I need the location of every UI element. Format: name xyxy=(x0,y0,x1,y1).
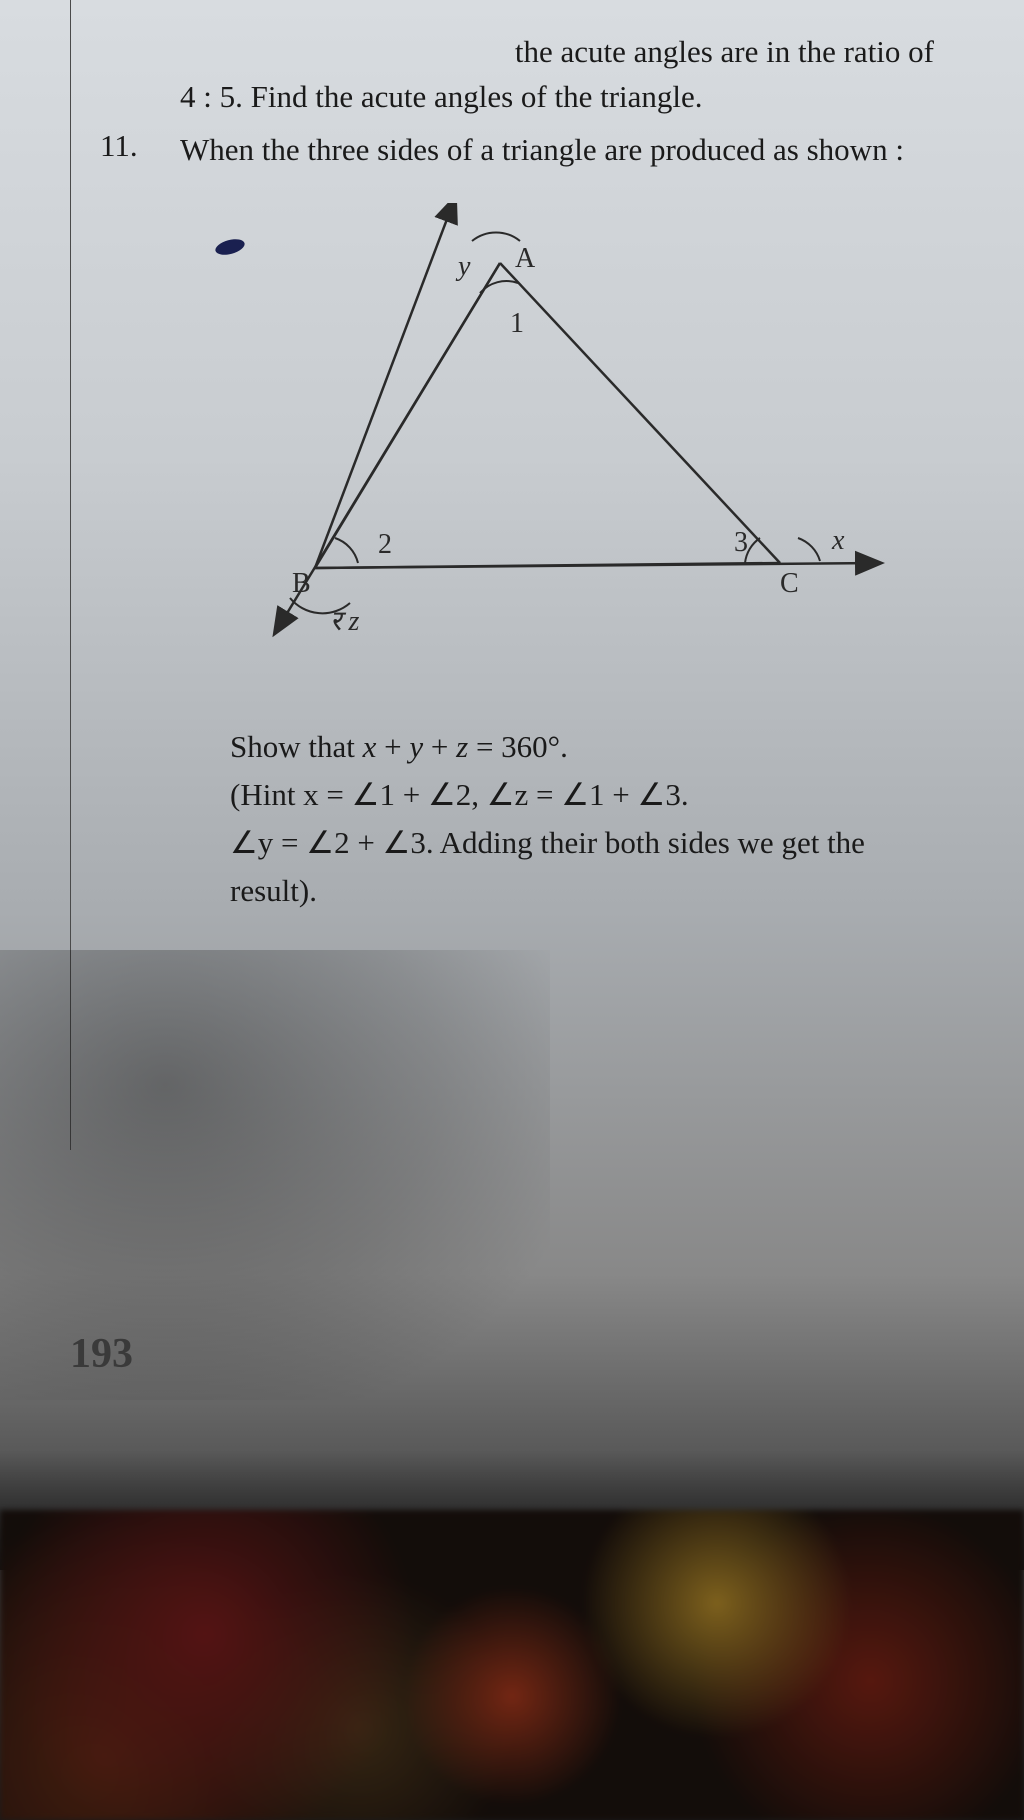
angle-3-label: 3 xyxy=(734,527,748,559)
proof-line3: ∠y = ∠2 + ∠3. Adding their both sides we… xyxy=(230,819,944,867)
problem-10-fragment: the acute angles are in the ratio of 4 :… xyxy=(100,30,944,120)
proof-line1: Show that x + y + z = 360°. xyxy=(230,723,944,771)
proof-text: Show that x + y + z = 360°. (Hint x = ∠1… xyxy=(100,723,944,915)
problem-11-text: When the three sides of a triangle are p… xyxy=(100,128,944,173)
diagram-svg xyxy=(220,203,920,703)
problem-11: 11. When the three sides of a triangle a… xyxy=(100,128,944,173)
angle-1-label: 1 xyxy=(510,308,524,340)
page-number: 193 xyxy=(70,1330,133,1378)
frag-line1: the acute angles are in the ratio of xyxy=(180,30,944,75)
angle-z-label: र z xyxy=(330,601,359,639)
vertex-B-label: B xyxy=(292,568,311,600)
angle-2-label: 2 xyxy=(378,529,392,561)
proof-line2: (Hint x = ∠1 + ∠2, ∠z = ∠1 + ∠3. xyxy=(230,771,944,819)
angle-y-label: y xyxy=(458,251,470,283)
vertex-C-label: C xyxy=(780,568,799,600)
triangle-diagram: A B C y x र z 1 2 3 xyxy=(220,203,920,703)
left-margin-rule xyxy=(70,0,71,1150)
textbook-page: the acute angles are in the ratio of 4 :… xyxy=(0,0,1024,915)
z-prefix: र xyxy=(330,606,341,637)
vertex-A-label: A xyxy=(515,243,535,275)
problem-number: 11. xyxy=(100,128,138,164)
angle-x-label: x xyxy=(832,525,844,557)
z-letter: z xyxy=(348,606,359,637)
proof-line4: result). xyxy=(230,867,944,915)
frag-line2: 4 : 5. Find the acute angles of the tria… xyxy=(180,75,944,120)
carpet-background xyxy=(0,1510,1024,1820)
